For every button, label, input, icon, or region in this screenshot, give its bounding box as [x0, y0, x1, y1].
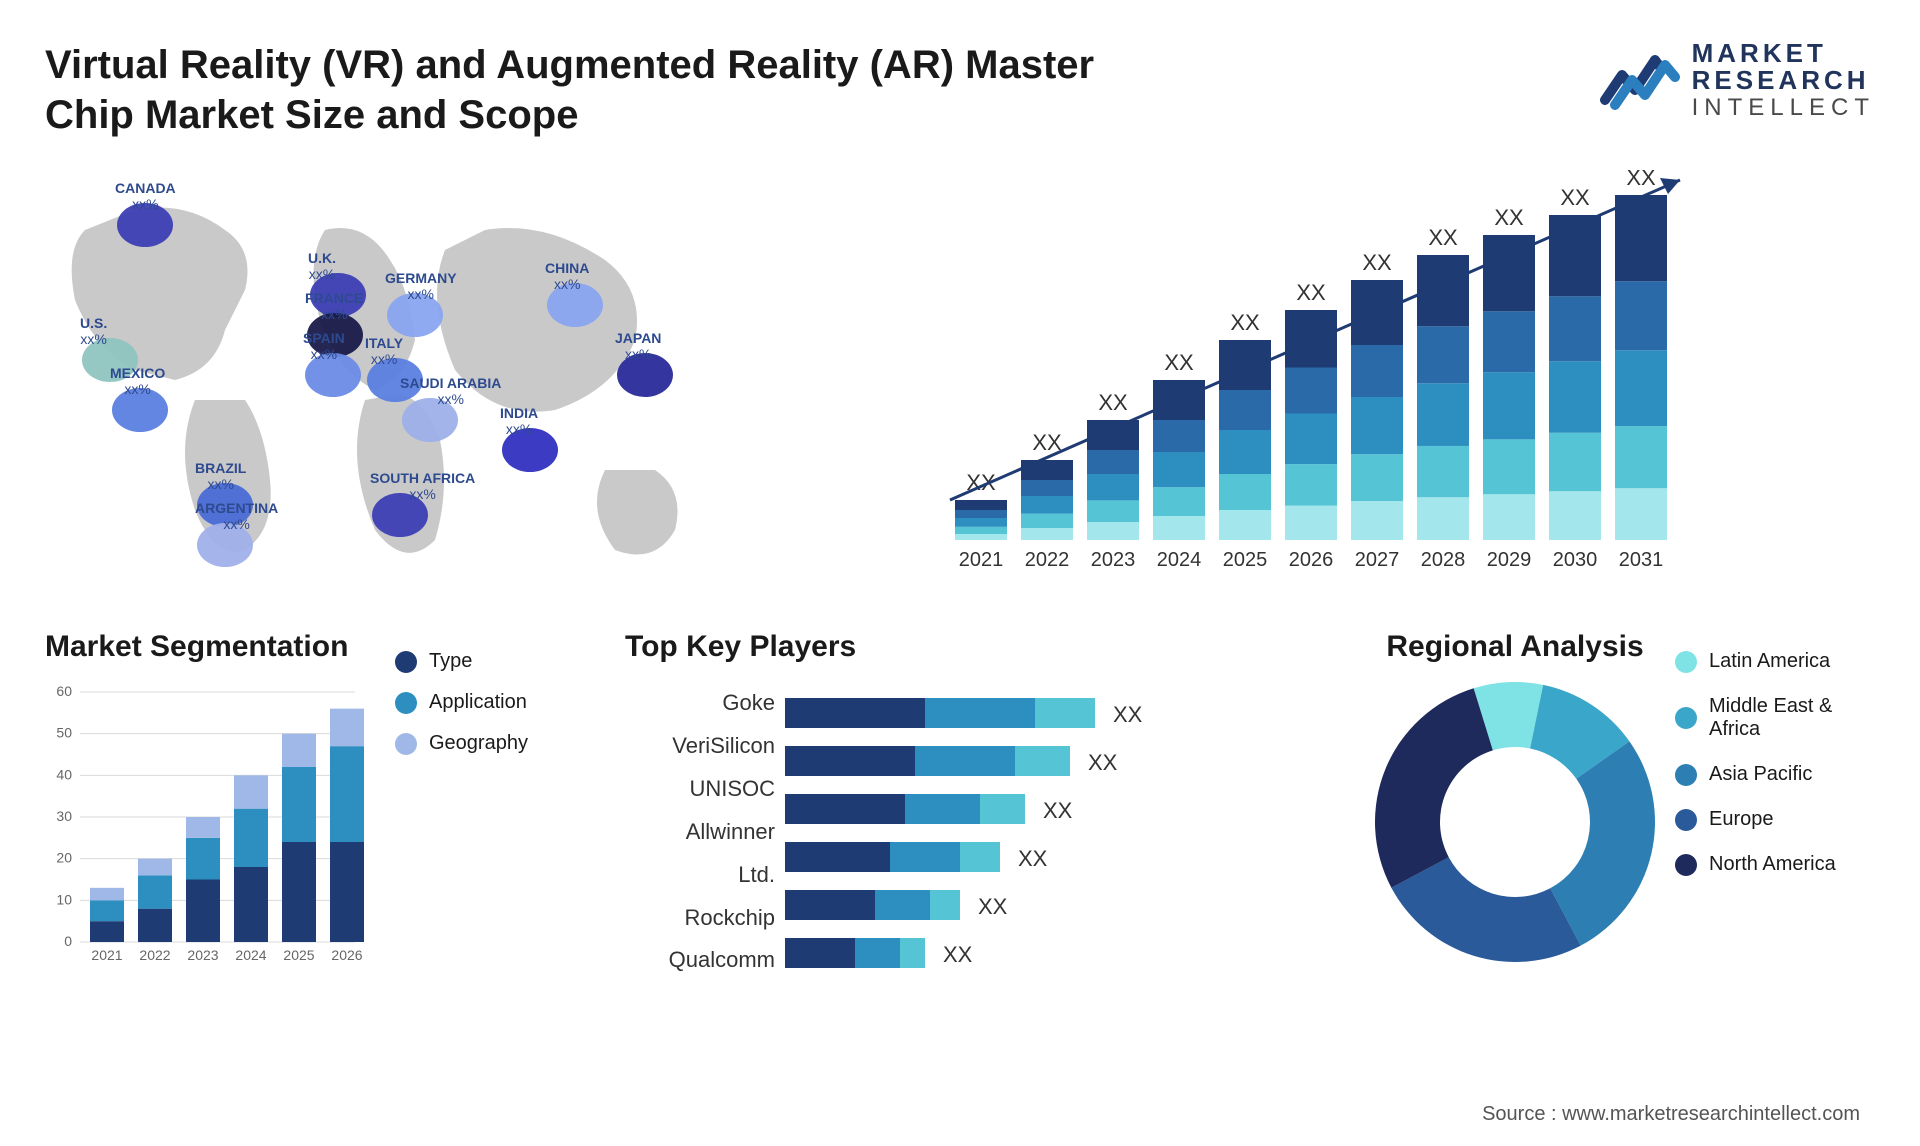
svg-text:60: 60 — [56, 683, 72, 699]
player-label: VeriSilicon — [672, 733, 775, 759]
map-label-canada: CANADAxx% — [115, 180, 176, 212]
segmentation-title: Market Segmentation — [45, 630, 365, 664]
brand-logo: MARKET RESEARCH INTELLECT — [1600, 40, 1875, 120]
svg-text:0: 0 — [64, 933, 72, 949]
svg-text:XX: XX — [1296, 280, 1326, 305]
svg-text:2021: 2021 — [959, 549, 1004, 571]
world-map-panel: CANADAxx% U.S.xx%MEXICOxx% BRAZILxx% ARGENT… — [45, 170, 705, 580]
svg-text:2025: 2025 — [283, 947, 314, 963]
svg-text:2031: 2031 — [1619, 549, 1664, 571]
player-label: Goke — [722, 690, 775, 716]
map-label-south-africa: SOUTH AFRICAxx% — [370, 470, 475, 502]
seg-legend-item: Type — [395, 650, 528, 673]
player-label: Allwinner — [686, 819, 775, 845]
svg-text:50: 50 — [56, 725, 72, 741]
svg-text:2022: 2022 — [1025, 549, 1070, 571]
svg-text:2030: 2030 — [1553, 549, 1598, 571]
svg-text:10: 10 — [56, 891, 72, 907]
svg-text:2022: 2022 — [139, 947, 170, 963]
svg-text:XX: XX — [1043, 798, 1073, 823]
key-players-title: Top Key Players — [625, 630, 1335, 664]
map-label-u-s-: U.S.xx% — [80, 315, 107, 347]
player-label: Ltd. — [738, 862, 775, 888]
svg-text:40: 40 — [56, 766, 72, 782]
regional-legend: Latin America Middle East & Africa Asia Pa… — [1675, 630, 1875, 1010]
region-legend-item: Europe — [1675, 808, 1875, 831]
map-label-spain: SPAINxx% — [303, 330, 345, 362]
map-label-germany: GERMANYxx% — [385, 270, 457, 302]
map-label-india: INDIAxx% — [500, 405, 538, 437]
map-label-u-k-: U.K.xx% — [308, 250, 336, 282]
player-label: Qualcomm — [669, 947, 775, 973]
logo-icon — [1600, 45, 1680, 115]
growth-bar-chart: XX 2021 XX 2022 XX 2023 XX 2024 XX 2025 XX 2026 XX 20… — [765, 170, 1875, 580]
svg-text:XX: XX — [1230, 310, 1260, 335]
svg-text:XX: XX — [1113, 702, 1143, 727]
logo-line2: RESEARCH — [1692, 67, 1875, 94]
segmentation-bar-chart: 0 10 20 30 40 50 60 2021 2022 2023 2024 2025 2026 — [45, 682, 365, 1002]
map-label-italy: ITALYxx% — [365, 335, 403, 367]
svg-text:XX: XX — [1626, 170, 1656, 190]
logo-line1: MARKET — [1692, 40, 1875, 67]
region-legend-item: North America — [1675, 853, 1875, 876]
key-players-bar-chart: XXXXXXXXXXXX — [785, 682, 1205, 982]
map-label-china: CHINAxx% — [545, 260, 589, 292]
key-players-labels: Goke VeriSilicon UNISOC Allwinner Ltd. Rockch… — [625, 682, 775, 982]
svg-text:2024: 2024 — [235, 947, 266, 963]
page-title: Virtual Reality (VR) and Augmented Reali… — [45, 40, 1095, 140]
svg-text:30: 30 — [56, 808, 72, 824]
svg-text:2024: 2024 — [1157, 549, 1202, 571]
logo-line3: INTELLECT — [1692, 95, 1875, 120]
regional-donut-chart — [1375, 682, 1655, 962]
segmentation-legend: Type Application Geography — [395, 630, 528, 1010]
map-label-brazil: BRAZILxx% — [195, 460, 246, 492]
svg-text:2026: 2026 — [1289, 549, 1334, 571]
svg-text:2023: 2023 — [187, 947, 218, 963]
svg-text:2027: 2027 — [1355, 549, 1400, 571]
map-label-saudi-arabia: SAUDI ARABIAxx% — [400, 375, 501, 407]
map-label-mexico: MEXICOxx% — [110, 365, 165, 397]
svg-text:XX: XX — [943, 942, 973, 967]
svg-text:20: 20 — [56, 850, 72, 866]
svg-text:XX: XX — [1494, 205, 1524, 230]
source-attribution: Source : www.marketresearchintellect.com — [1482, 1103, 1860, 1126]
svg-text:2029: 2029 — [1487, 549, 1532, 571]
region-legend-item: Latin America — [1675, 650, 1875, 673]
svg-text:XX: XX — [1098, 390, 1128, 415]
seg-legend-item: Application — [395, 691, 528, 714]
svg-text:XX: XX — [1018, 846, 1048, 871]
seg-legend-item: Geography — [395, 732, 528, 755]
svg-text:2028: 2028 — [1421, 549, 1466, 571]
svg-text:XX: XX — [978, 894, 1008, 919]
map-label-france: FRANCExx% — [305, 290, 363, 322]
svg-text:2023: 2023 — [1091, 549, 1136, 571]
svg-text:2026: 2026 — [331, 947, 362, 963]
player-label: UNISOC — [689, 776, 775, 802]
svg-text:2021: 2021 — [91, 947, 122, 963]
svg-text:XX: XX — [1164, 350, 1194, 375]
region-legend-item: Middle East & Africa — [1675, 695, 1875, 741]
map-label-japan: JAPANxx% — [615, 330, 661, 362]
svg-text:XX: XX — [1428, 225, 1458, 250]
svg-text:XX: XX — [1560, 185, 1590, 210]
map-label-argentina: ARGENTINAxx% — [195, 500, 278, 532]
region-legend-item: Asia Pacific — [1675, 763, 1875, 786]
svg-text:XX: XX — [1088, 750, 1118, 775]
svg-text:2025: 2025 — [1223, 549, 1268, 571]
svg-text:XX: XX — [1362, 250, 1392, 275]
player-label: Rockchip — [685, 905, 775, 931]
regional-title: Regional Analysis — [1375, 630, 1655, 664]
